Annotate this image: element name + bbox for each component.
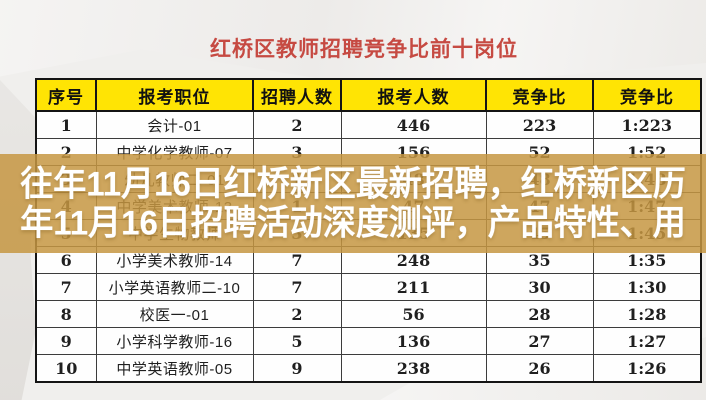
table-cell: 446 <box>340 110 487 139</box>
header-ratio-2: 竞争比 <box>592 78 702 112</box>
table-cell: 小学英语教师二-10 <box>95 273 254 301</box>
table-cell: 7 <box>35 273 97 301</box>
table-cell: 223 <box>485 110 594 139</box>
table-cell: 1:28 <box>592 300 702 328</box>
header-seq: 序号 <box>35 78 97 112</box>
header-position: 报考职位 <box>95 78 254 112</box>
table-row: 7 小学英语教师二-10 7 211 30 1:30 <box>35 273 702 301</box>
table-cell: 9 <box>252 354 342 383</box>
table-cell: 30 <box>485 273 594 301</box>
caption-overlay: 往年11月16日红桥新区最新招聘，红桥新区历 年11月16日招聘活动深度测评，产… <box>0 154 706 253</box>
table-cell: 136 <box>340 327 487 355</box>
table-cell: 211 <box>340 273 487 301</box>
table-cell: 校医一-01 <box>95 300 254 328</box>
table-cell: 26 <box>485 354 594 383</box>
table-cell: 2 <box>252 110 342 139</box>
table-cell: 中学英语教师-05 <box>95 354 254 383</box>
header-recruit-count: 招聘人数 <box>252 78 342 112</box>
table-cell: 27 <box>485 327 594 355</box>
table-cell: 8 <box>35 300 97 328</box>
table-cell: 1:223 <box>592 110 702 139</box>
table-row: 9 小学科学教师-16 5 136 27 1:27 <box>35 327 702 355</box>
table-cell: 56 <box>340 300 487 328</box>
table-cell: 5 <box>252 327 342 355</box>
page-title: 红桥区教师招聘竞争比前十岗位 <box>210 38 518 61</box>
caption-line-2: 年11月16日招聘活动深度测评，产品特性、用 <box>20 203 686 242</box>
header-applicant-count: 报考人数 <box>340 78 487 112</box>
table-row: 10 中学英语教师-05 9 238 26 1:26 <box>35 354 702 383</box>
table-cell: 2 <box>252 300 342 328</box>
table-cell: 1:30 <box>592 273 702 301</box>
table-cell: 9 <box>35 327 97 355</box>
table-cell: 7 <box>252 273 342 301</box>
table-cell: 28 <box>485 300 594 328</box>
table-cell: 1:27 <box>592 327 702 355</box>
table-cell: 238 <box>340 354 487 383</box>
table-cell: 1 <box>35 110 97 139</box>
table-header-row: 序号 报考职位 招聘人数 报考人数 竞争比 竞争比 <box>35 78 702 112</box>
table-row: 8 校医一-01 2 56 28 1:28 <box>35 300 702 328</box>
header-ratio: 竞争比 <box>485 78 594 112</box>
table-cell: 1:26 <box>592 354 702 383</box>
table-cell: 10 <box>35 354 97 383</box>
table-row: 1 会计-01 2 446 223 1:223 <box>35 110 702 139</box>
table-cell: 小学科学教师-16 <box>95 327 254 355</box>
table-cell: 会计-01 <box>95 110 254 139</box>
caption-line-1: 往年11月16日红桥新区最新招聘，红桥新区历 <box>20 164 686 203</box>
